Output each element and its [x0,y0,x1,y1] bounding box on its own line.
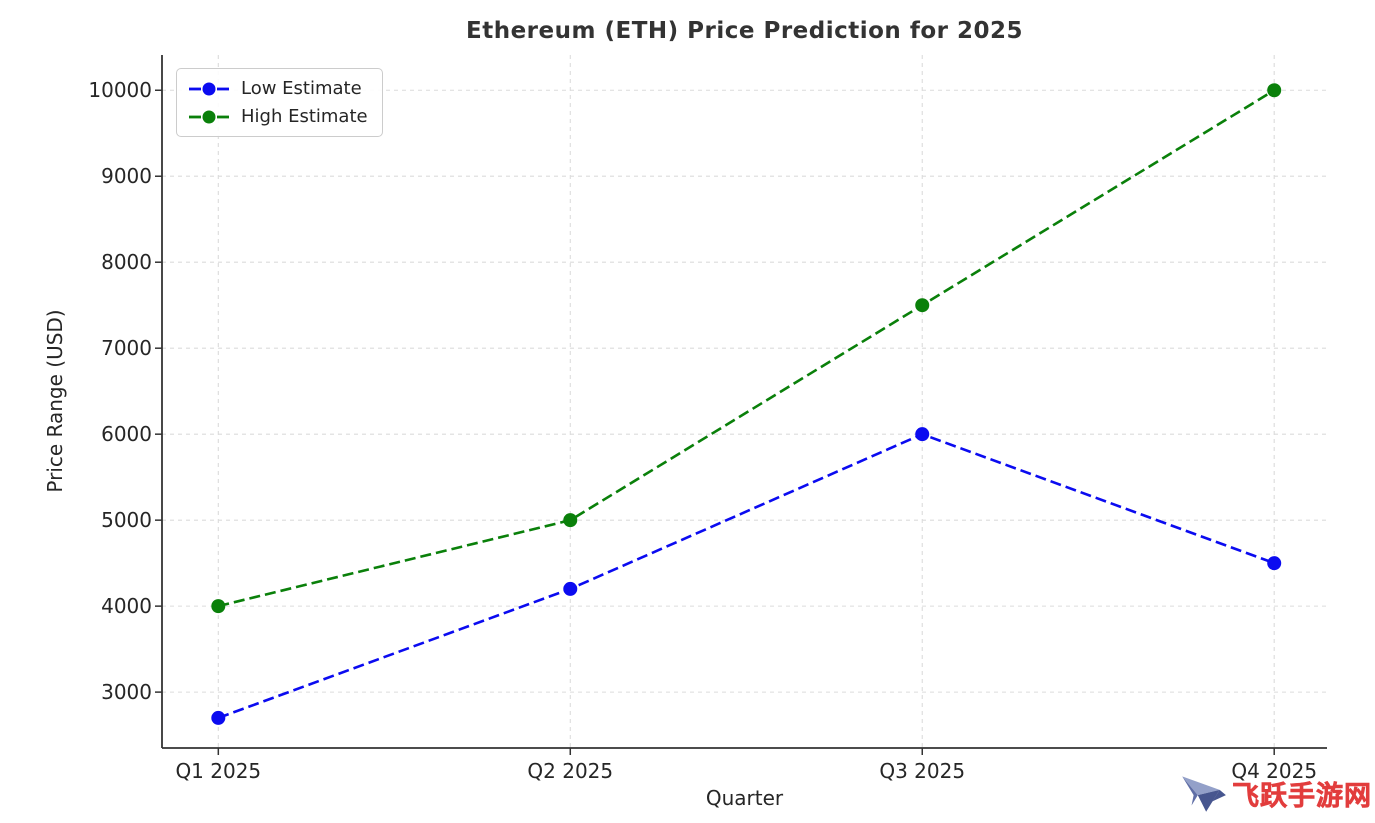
y-tick-label: 8000 [101,250,152,275]
y-tick-label: 6000 [101,422,152,447]
series-line-low-estimate [217,432,1275,720]
watermark-text: 飞跃手游网 [1232,780,1372,812]
y-tick-label: 4000 [101,594,152,619]
data-point-marker [211,710,226,725]
x-tick-label: Q2 2025 [527,759,614,783]
origami-bird-icon [1182,776,1226,812]
legend-item-low-estimate: Low Estimate [187,78,368,99]
x-tick-label: Q1 2025 [175,759,262,783]
legend-item-high-estimate: High Estimate [187,106,368,127]
legend-label: High Estimate [241,106,368,127]
y-tick-label: 9000 [101,164,152,189]
legend-line-marker-icon [189,110,229,123]
data-point-marker [211,599,226,614]
x-axis-label: Quarter [705,786,784,810]
data-point-marker [563,513,578,528]
data-point-marker [1267,556,1282,571]
x-tick-label: Q4 2025 [1231,759,1318,783]
legend-label: Low Estimate [241,78,362,99]
data-point-marker [915,298,930,313]
chart-title: Ethereum (ETH) Price Prediction for 2025 [466,18,1023,44]
y-tick-label: 10000 [88,78,152,103]
y-tick-label: 7000 [101,336,152,361]
legend: Low Estimate High Estimate [176,68,383,137]
watermark: 飞跃手游网 [1178,768,1372,818]
y-tick-label: 5000 [101,508,152,533]
x-tick-label: Q3 2025 [879,759,966,783]
data-point-marker [1267,83,1282,98]
data-point-marker [915,427,930,442]
legend-line-marker-icon [189,82,229,95]
data-point-marker [563,581,578,596]
y-tick-label: 3000 [101,680,152,705]
series-line-high-estimate [217,89,1275,608]
